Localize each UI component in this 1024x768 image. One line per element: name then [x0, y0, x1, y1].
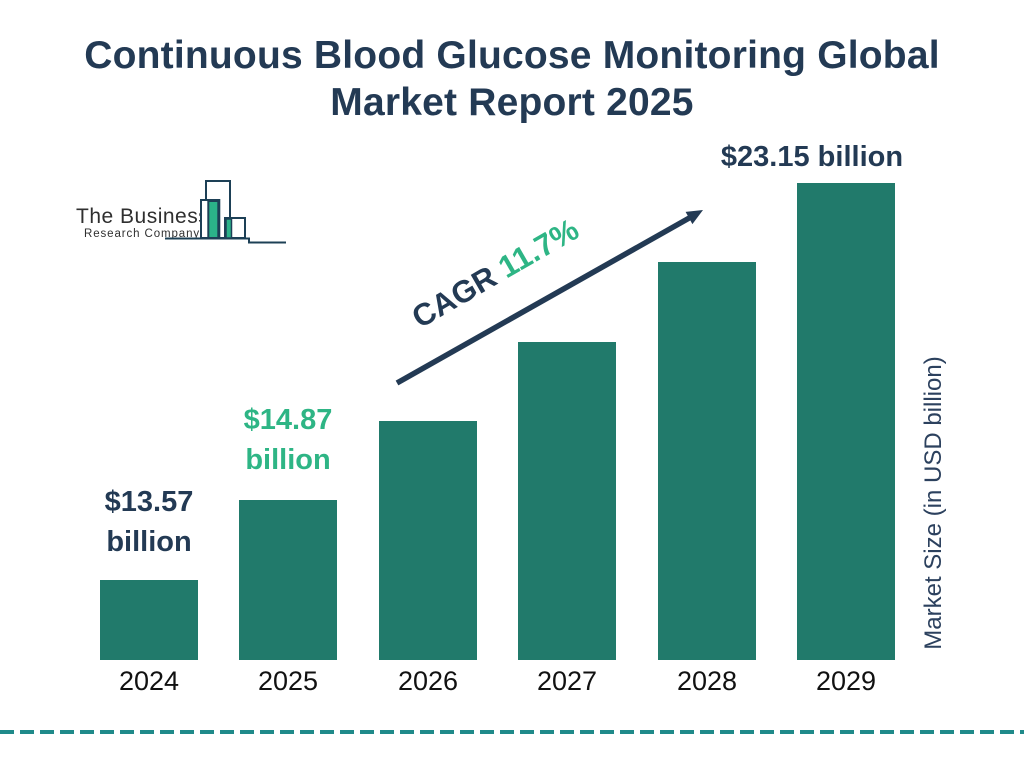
value-label-2024-amount: $13.57	[104, 486, 194, 518]
value-label-2029: $23.15 billion	[720, 141, 904, 173]
value-label-2025-amount: $14.87	[243, 404, 333, 436]
bar-chart-logo-icon	[165, 180, 286, 244]
x-tick-2027: 2027	[536, 666, 598, 696]
bar-2028	[658, 262, 756, 660]
bar-2027	[518, 342, 616, 660]
x-tick-2028: 2028	[676, 666, 738, 696]
brand-subname: Research Company	[84, 228, 201, 240]
chart-title-line1: Continuous Blood Glucose Monitoring Glob…	[84, 34, 940, 77]
value-label-2025-unit: billion	[245, 444, 331, 476]
y-axis-title: Market Size (in USD billion)	[920, 356, 947, 650]
chart-title-line2: Market Report 2025	[330, 81, 694, 124]
x-tick-2024: 2024	[118, 666, 180, 696]
x-tick-2029: 2029	[815, 666, 877, 696]
bar-2029	[797, 183, 895, 660]
x-tick-2025: 2025	[257, 666, 319, 696]
value-label-2024: $13.57 billion	[60, 482, 238, 562]
value-label-2024-unit: billion	[106, 526, 192, 558]
bar-2024	[100, 580, 198, 660]
bar-2026	[379, 421, 477, 660]
value-label-2025: $14.87 billion	[199, 400, 377, 480]
chart-title: Continuous Blood Glucose Monitoring Glob…	[0, 32, 1024, 126]
footer-dashed-line	[0, 730, 1024, 734]
bar-2025	[239, 500, 337, 660]
x-tick-2026: 2026	[397, 666, 459, 696]
brand-name: The Business	[76, 205, 210, 228]
